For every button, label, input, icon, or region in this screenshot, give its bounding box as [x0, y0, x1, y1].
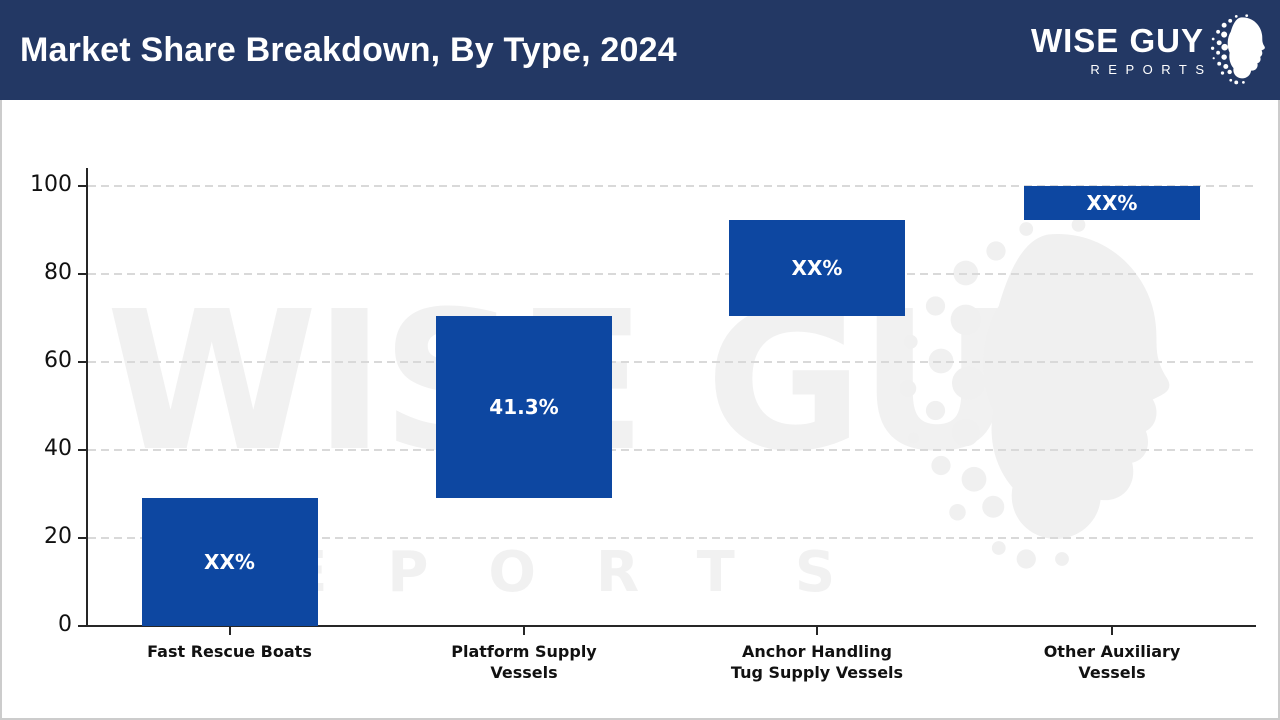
bar-value-label: XX%: [791, 255, 843, 280]
face-logo-icon: [1206, 14, 1272, 87]
y-tick-label: 60: [44, 348, 72, 373]
y-axis-spine: [86, 168, 88, 627]
x-tick-mark: [1111, 627, 1113, 635]
brand-subtext: REPORTS: [1090, 61, 1213, 77]
header-bar: Market Share Breakdown, By Type, 2024 WI…: [0, 0, 1280, 100]
y-tick-mark: [78, 273, 87, 275]
bar-segment: XX%: [729, 219, 905, 316]
y-tick-label: 0: [58, 612, 72, 637]
grid-line: [88, 185, 1256, 187]
page-title: Market Share Breakdown, By Type, 2024: [20, 30, 677, 69]
y-tick-mark: [78, 449, 87, 451]
y-tick-label: 100: [30, 172, 72, 197]
brand-logo: WISE GUY REPORTS: [1031, 0, 1272, 100]
bar-segment: XX%: [1024, 186, 1200, 220]
bar-segment: XX%: [141, 497, 318, 626]
grid-line: [88, 361, 1256, 363]
y-tick-mark: [78, 625, 87, 627]
chart-frame: [0, 100, 1280, 720]
y-tick-label: 80: [44, 260, 72, 285]
x-category-label: Anchor Handling Tug Supply Vessels: [730, 642, 904, 682]
x-axis-spine: [86, 625, 1256, 627]
x-tick-mark: [816, 627, 818, 635]
bar-value-label: 41.3%: [489, 394, 559, 419]
brand-wordmark: WISE GUY: [1030, 21, 1204, 59]
y-tick-mark: [78, 361, 87, 363]
x-category-label: Fast Rescue Boats: [147, 642, 312, 661]
x-tick-mark: [523, 627, 525, 635]
grid-line: [88, 449, 1256, 451]
bar-value-label: XX%: [204, 549, 255, 574]
x-category-label: Platform Supply Vessels: [451, 642, 597, 682]
grid-line: [88, 273, 1256, 275]
bar-value-label: XX%: [1086, 190, 1138, 215]
x-tick-mark: [228, 627, 231, 635]
y-tick-mark: [78, 185, 87, 187]
y-tick-label: 20: [44, 524, 72, 549]
y-tick-label: 40: [44, 436, 72, 461]
y-tick-mark: [78, 537, 87, 539]
x-category-label: Other Auxiliary Vessels: [1043, 642, 1181, 682]
grid-line: [88, 537, 1256, 539]
bar-segment: 41.3%: [436, 315, 612, 498]
